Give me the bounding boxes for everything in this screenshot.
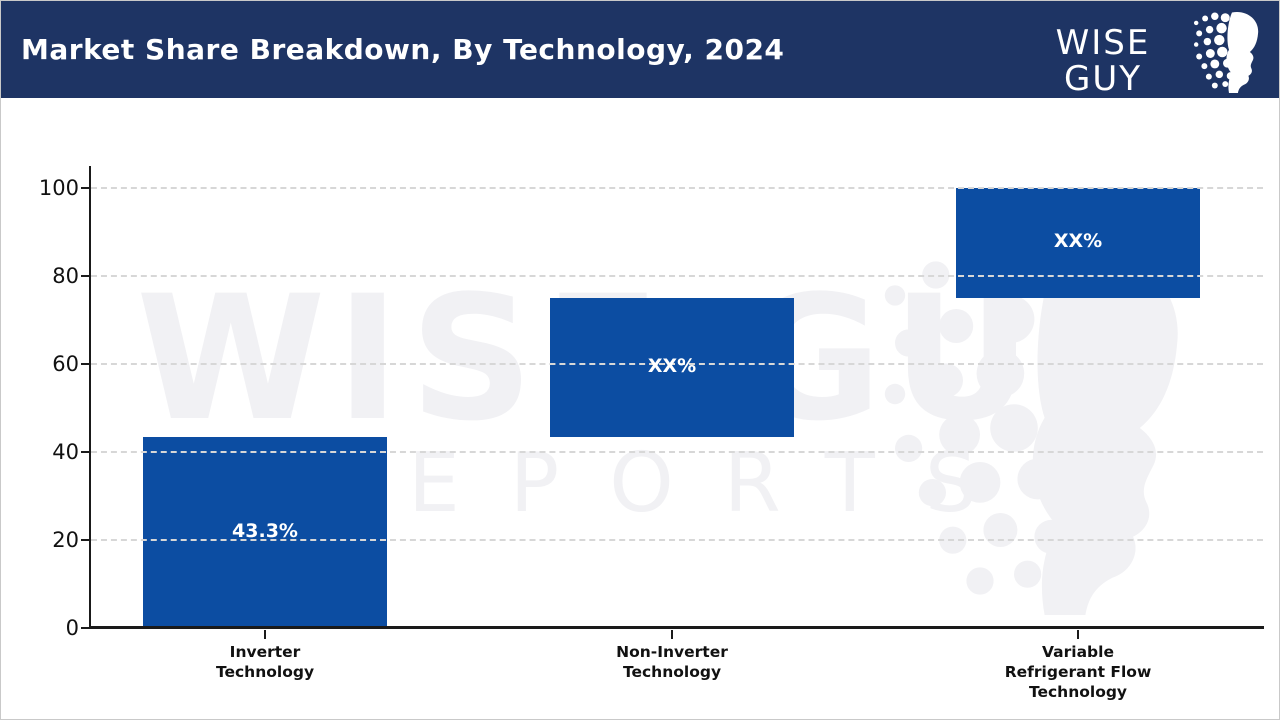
chart-title: Market Share Breakdown, By Technology, 2…	[21, 33, 785, 66]
x-tick-mark	[1077, 630, 1079, 639]
logo-text: WISE GUY REPORTS	[1017, 25, 1189, 113]
x-category-label: Variable Refrigerant Flow Technology	[1004, 643, 1152, 701]
y-tick-mark	[81, 275, 89, 277]
bar-value-label: XX%	[1053, 230, 1103, 252]
bar-value-label: 43.3%	[232, 519, 298, 542]
y-tick-mark	[81, 187, 89, 189]
y-tick-mark	[81, 363, 89, 365]
bar-segment-3	[956, 188, 1200, 298]
gridline-y80	[91, 275, 1263, 277]
gridline-y40	[91, 451, 1263, 453]
x-tick-mark	[264, 630, 266, 639]
bar-segment-2	[550, 298, 794, 438]
x-axis-line	[89, 626, 1264, 629]
y-tick-label: 40	[52, 440, 79, 464]
y-axis-line	[89, 166, 91, 628]
x-tick-mark	[671, 630, 673, 639]
y-tick-label: 80	[52, 264, 79, 288]
y-tick-mark	[81, 627, 89, 629]
gridline-y100	[91, 187, 1263, 189]
wise-guy-reports-logo: WISE GUY REPORTS	[1017, 7, 1267, 113]
logo-face-icon	[1193, 11, 1259, 93]
x-category-label: Non-Inverter Technology	[616, 643, 728, 681]
y-tick-mark	[81, 451, 89, 453]
y-tick-mark	[81, 539, 89, 541]
header-bar: Market Share Breakdown, By Technology, 2…	[1, 1, 1279, 113]
y-tick-label: 60	[52, 352, 79, 376]
y-tick-label: 0	[65, 616, 79, 640]
y-tick-label: 20	[52, 528, 79, 552]
y-tick-label: 100	[38, 176, 79, 200]
watermark-face-icon	[884, 245, 1178, 616]
chart-area: WISE GUY REPORTS 0 20 40 60 80 100 43.3% Invert…	[1, 98, 1279, 719]
gridline-y60	[91, 363, 1263, 365]
bar-value-label: XX%	[647, 354, 697, 377]
gridline-y20	[91, 539, 1263, 541]
bar-segment-1	[143, 437, 387, 628]
logo-subtitle: REPORTS	[1043, 99, 1169, 113]
logo-wordmark: WISE GUY	[1055, 23, 1151, 99]
x-category-label: Inverter Technology	[215, 643, 315, 681]
